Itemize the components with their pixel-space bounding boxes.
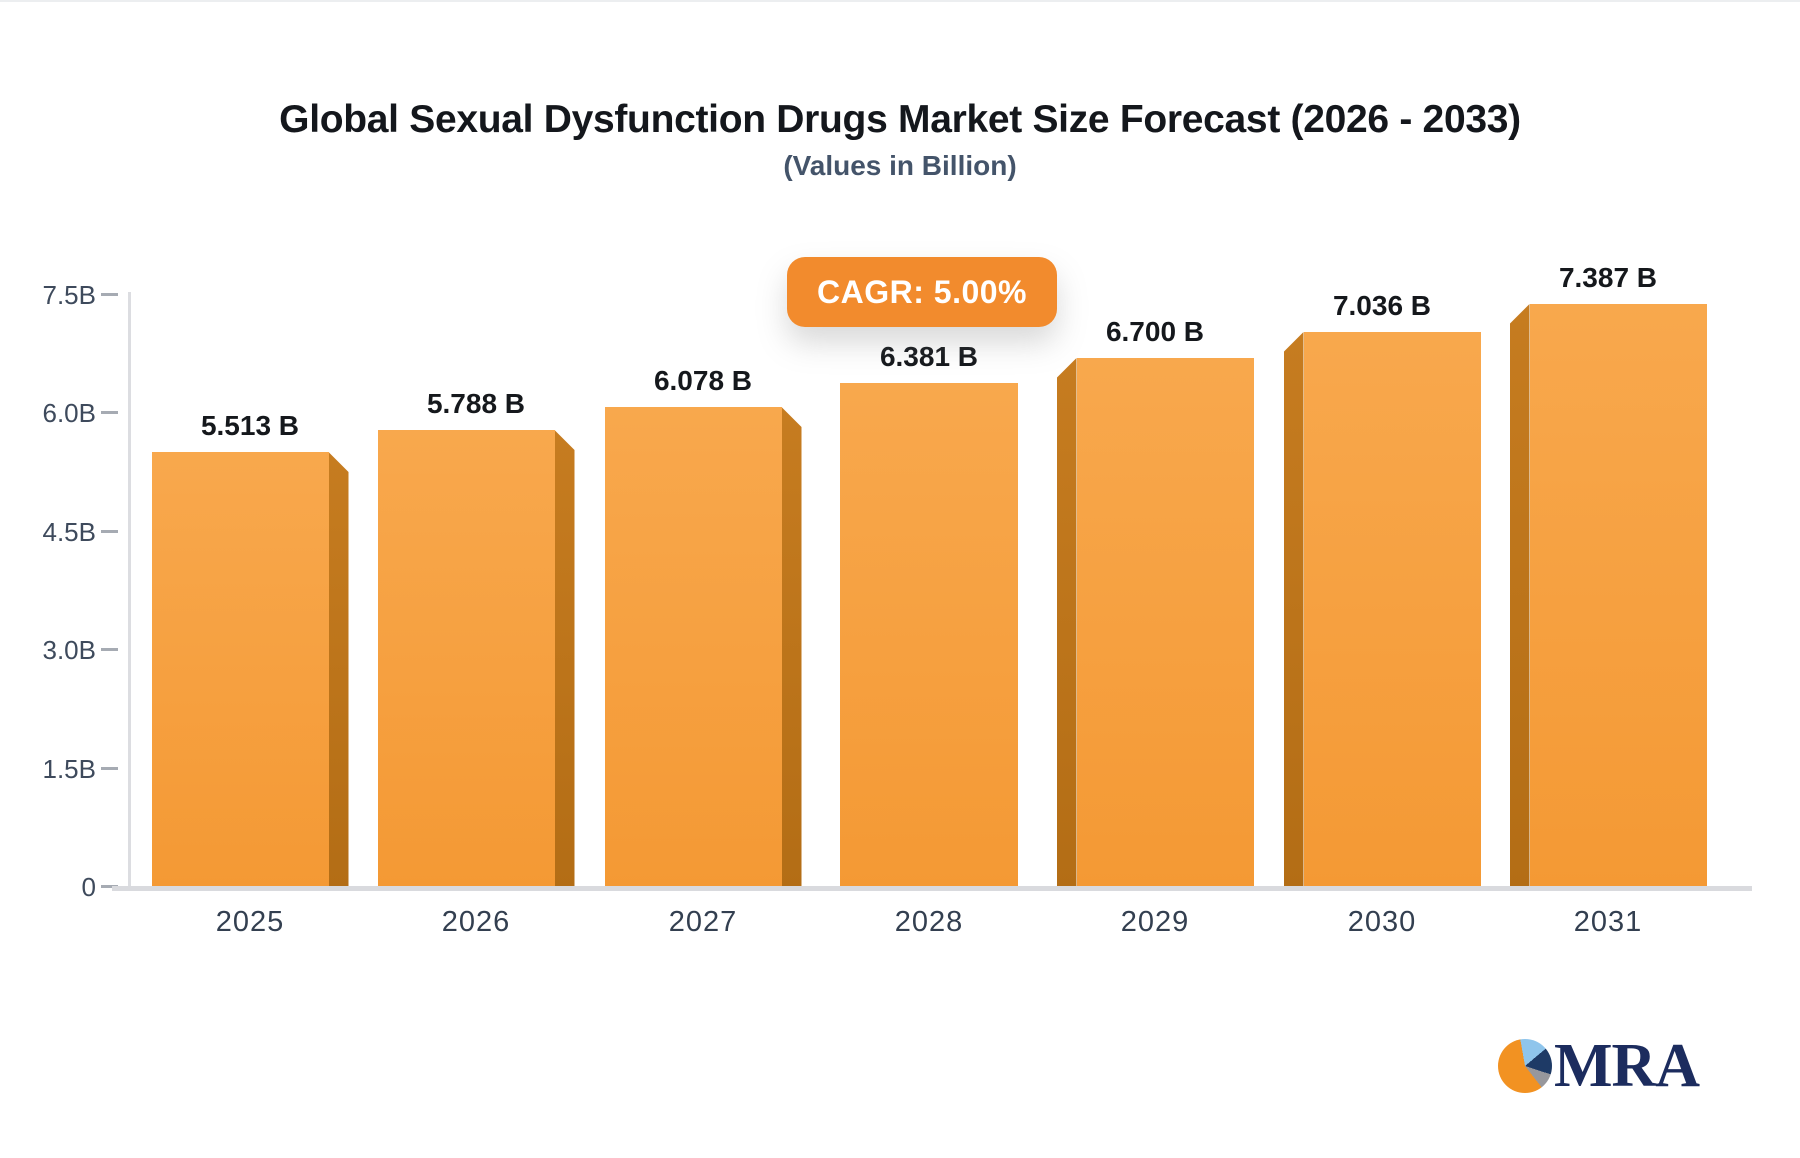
x-axis-label-2028: 2028 [894,906,964,938]
y-axis-label: 6.0B [42,398,97,428]
brand-name: MRA [1554,1032,1700,1100]
brand-logo: MRA [1498,1032,1700,1100]
bar-value-label-2028: 6.381 B [879,341,979,372]
bar-2026 [377,430,555,890]
bar-value-label-2029: 6.700 B [1105,316,1205,347]
bar-value-label-2031: 7.387 B [1558,262,1658,293]
bar-2031-side-face [1509,304,1530,890]
cagr-badge: CAGR: 5.00% [787,257,1057,327]
chart-title: Global Sexual Dysfunction Drugs Market S… [279,98,1521,141]
bar-2030-side-face [1283,332,1304,890]
x-axis-label-2031: 2031 [1573,906,1643,938]
bar-2026-side-face [554,430,575,890]
y-axis-label: 1.5B [42,754,97,784]
bar-2027-side-face [781,407,802,890]
pie-chart-logo-icon [1498,1039,1552,1093]
x-axis-label-2027: 2027 [668,906,738,938]
x-axis-label-2026: 2026 [441,906,511,938]
bar-value-label-2026: 5.788 B [426,388,526,419]
bar-value-label-2030: 7.036 B [1332,290,1432,321]
bar-2029-side-face [1056,358,1077,890]
y-axis-tick [101,293,118,296]
bar-2025-side-face [328,452,349,890]
x-axis-label-2030: 2030 [1347,906,1417,938]
bar-2027 [604,407,782,890]
y-axis-line [128,292,131,891]
y-axis-label: 0 [81,872,96,902]
y-axis-tick [101,648,118,651]
x-axis-line [112,886,1752,891]
y-axis-tick [101,767,118,770]
bar-value-label-2025: 5.513 B [200,410,300,441]
y-axis-tick [101,411,118,414]
bar-2025 [151,452,329,890]
y-axis-label: 4.5B [42,517,97,547]
y-axis-label: 7.5B [42,280,97,310]
bar-2031 [1529,304,1707,890]
bar-2028 [840,383,1018,890]
y-axis-tick [101,530,118,533]
x-axis-label-2025: 2025 [215,906,285,938]
bar-2029 [1076,358,1254,890]
y-axis-tick [101,885,118,888]
bar-2030 [1303,332,1481,890]
y-axis-label: 3.0B [42,635,97,665]
x-axis-label-2029: 2029 [1120,906,1190,938]
chart-subtitle: (Values in Billion) [783,150,1017,181]
bar-value-label-2027: 6.078 B [653,365,753,396]
